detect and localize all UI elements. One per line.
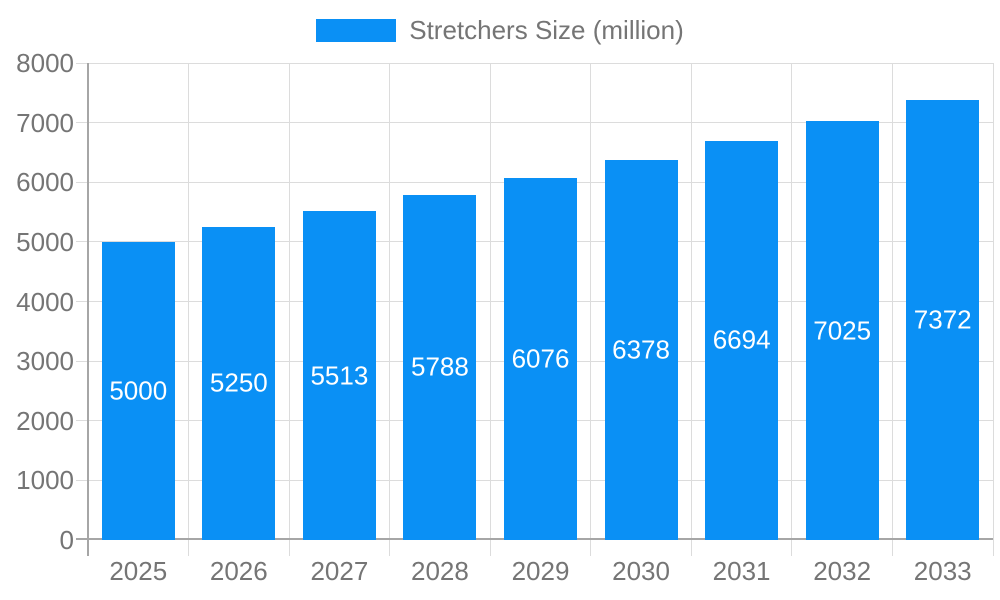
y-axis-tick-label: 3000: [16, 346, 74, 377]
bar-value-label: 6694: [712, 324, 771, 355]
v-gridline: [791, 63, 793, 556]
x-axis-tick-label: 2028: [411, 556, 469, 586]
h-gridline: [76, 122, 993, 124]
v-gridline: [288, 63, 290, 556]
y-axis-tick-label: 6000: [16, 167, 74, 198]
legend-swatch: [316, 18, 397, 42]
y-axis-line: [87, 63, 89, 556]
bar-value-label: 6076: [511, 343, 570, 374]
y-axis-tick-label: 8000: [16, 48, 74, 78]
legend-label: Stretchers Size (million): [409, 15, 684, 45]
bar-value-label: 7025: [813, 315, 872, 346]
v-gridline: [188, 63, 190, 556]
v-gridline: [891, 63, 893, 556]
bar-value-label: 5513: [310, 360, 369, 391]
bar-2026[interactable]: 5250: [202, 226, 276, 540]
x-axis-tick-label: 2032: [813, 556, 872, 586]
bar-2028[interactable]: 5788: [403, 194, 477, 540]
x-axis-tick-label: 2029: [511, 556, 570, 586]
bar-value-label: 5000: [109, 375, 168, 406]
x-axis-tick-label: 2033: [913, 556, 972, 586]
v-gridline: [389, 63, 391, 556]
bar-value-label: 5250: [209, 367, 268, 398]
bar-value-label: 5788: [411, 351, 469, 382]
bar-2033[interactable]: 7372: [906, 100, 980, 540]
bar-2027[interactable]: 5513: [302, 211, 376, 540]
y-axis-tick-label: 0: [59, 525, 74, 555]
v-gridline: [690, 63, 692, 556]
bar-value-label: 7372: [913, 304, 972, 335]
y-axis-tick-label: 2000: [16, 405, 74, 436]
y-axis-tick-label: 1000: [16, 465, 74, 496]
y-axis-tick-label: 5000: [16, 226, 74, 257]
x-axis-tick-label: 2026: [209, 556, 268, 586]
bar-2025[interactable]: 5000: [101, 241, 175, 540]
x-axis-tick-label: 2027: [310, 556, 369, 586]
x-axis-tick-label: 2031: [712, 556, 771, 586]
x-axis-tick-label: 2025: [109, 556, 168, 586]
v-gridline: [590, 63, 592, 556]
y-axis-tick-label: 7000: [16, 107, 74, 138]
bar-2032[interactable]: 7025: [805, 121, 879, 540]
x-axis-tick-label: 2030: [612, 556, 670, 586]
y-axis-tick-label: 4000: [16, 286, 74, 317]
bar-2031[interactable]: 6694: [705, 140, 779, 540]
bar-value-label: 6378: [612, 334, 670, 365]
bar-2029[interactable]: 6076: [504, 177, 577, 540]
h-gridline: [76, 62, 993, 64]
v-gridline: [992, 63, 994, 556]
plot-area: 5000 5250 5513 5788 6076 6378 6694 7025 7372: [76, 62, 994, 556]
v-gridline: [489, 63, 491, 556]
bar-2030[interactable]: 6378: [604, 159, 678, 540]
legend[interactable]: Stretchers Size (million): [0, 16, 1000, 44]
